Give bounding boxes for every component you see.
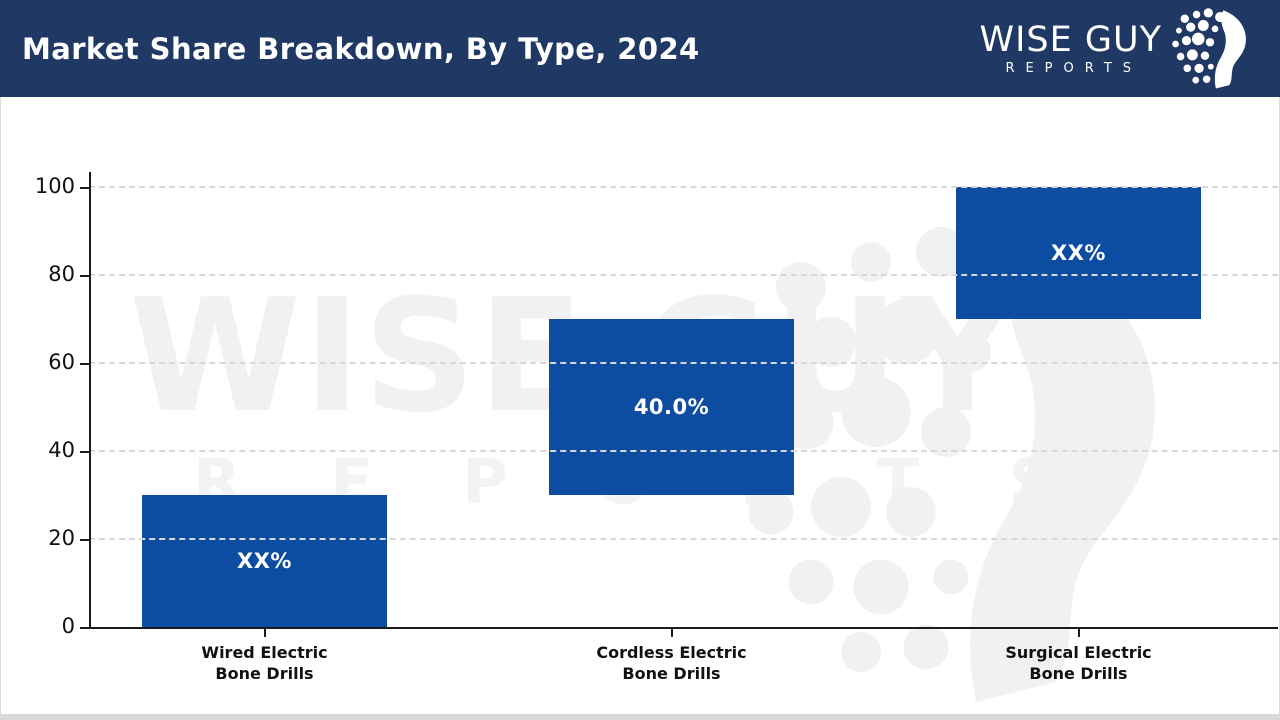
y-tick-label: 40 [48, 437, 75, 462]
category-label-line: Surgical Electric [1005, 643, 1152, 662]
y-tick-label: 100 [34, 173, 75, 198]
gridline-80 [89, 273, 1278, 276]
gridline-20 [89, 537, 1278, 540]
y-tick-100 [80, 186, 89, 189]
y-tick-60 [80, 362, 89, 365]
gridline-60 [89, 361, 1278, 364]
category-label: Surgical Electric Bone Drills [909, 642, 1249, 684]
bar-1: XX% [142, 494, 387, 627]
wise-guy-reports-logo: WISE GUY REPORTS [979, 7, 1252, 91]
dotted-head-icon [1172, 7, 1246, 88]
chart-area: WISE GUY R E P O R T S XX%40.0%XX%020406… [0, 97, 1280, 714]
category-label-line: Bone Drills [622, 664, 721, 683]
bar-value-label: 40.0% [633, 394, 710, 419]
x-axis-line [89, 627, 1278, 629]
logo-name: WISE GUY [979, 19, 1162, 60]
y-tick-40 [80, 450, 89, 453]
y-tick-label: 80 [48, 261, 75, 286]
x-tick-2 [670, 629, 673, 637]
gridline-100 [89, 185, 1278, 188]
chart-title: Market Share Breakdown, By Type, 2024 [22, 31, 700, 66]
y-tick-20 [80, 538, 89, 541]
y-tick-label: 20 [48, 525, 75, 550]
bar-3: XX% [956, 186, 1201, 319]
category-label: Cordless Electric Bone Drills [502, 642, 842, 684]
category-label-line: Bone Drills [215, 664, 314, 683]
x-tick-3 [1077, 629, 1080, 637]
logo-text: WISE GUY REPORTS [979, 19, 1162, 76]
y-tick-0 [80, 627, 89, 629]
bar-value-label: XX% [237, 548, 292, 573]
category-label: Wired Electric Bone Drills [95, 642, 435, 684]
y-axis-line [89, 172, 91, 629]
bar-2: 40.0% [549, 318, 794, 495]
logo-subtitle: REPORTS [1005, 60, 1143, 76]
y-tick-80 [80, 274, 89, 277]
bar-value-label: XX% [1051, 240, 1106, 265]
category-label-line: Wired Electric [201, 643, 328, 662]
category-label-line: Cordless Electric [596, 643, 747, 662]
x-tick-1 [263, 629, 266, 637]
y-tick-label: 60 [48, 349, 75, 374]
header-banner: Market Share Breakdown, By Type, 2024 WI… [0, 0, 1280, 97]
footer-strip [0, 714, 1280, 720]
gridline-40 [89, 449, 1278, 452]
y-tick-label: 0 [61, 614, 75, 638]
category-label-line: Bone Drills [1029, 664, 1128, 683]
